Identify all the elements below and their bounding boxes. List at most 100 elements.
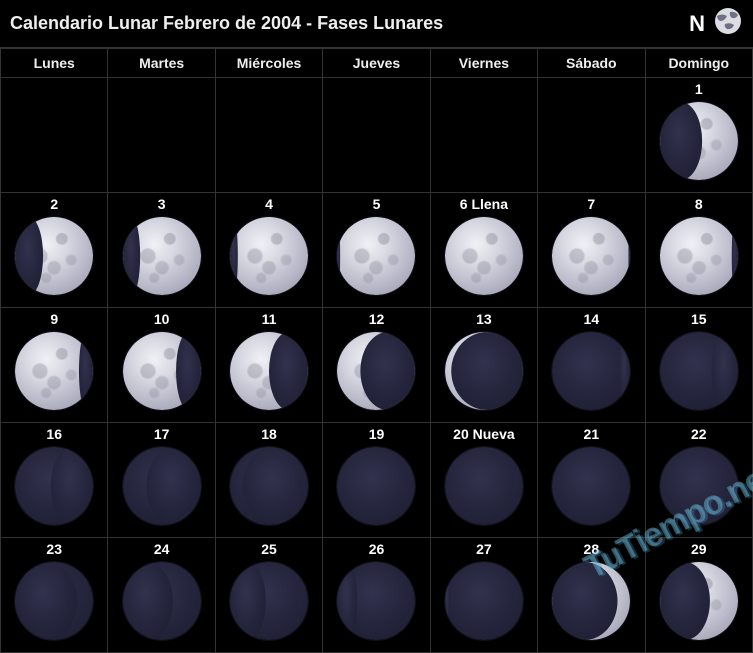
calendar-cell: 12 — [323, 308, 430, 423]
moon-phase-icon — [646, 102, 752, 180]
calendar-cell: 16 — [1, 423, 108, 538]
calendar-cell — [323, 78, 430, 193]
day-label: 4 — [216, 196, 322, 212]
day-label: 11 — [216, 311, 322, 327]
weekday-header: Miércoles — [215, 49, 322, 78]
calendar-cell — [430, 78, 537, 193]
moon-phase-icon — [216, 217, 322, 295]
day-label: 2 — [1, 196, 107, 212]
day-label: 16 — [1, 426, 107, 442]
day-label: 22 — [646, 426, 752, 442]
calendar-cell: 13 — [430, 308, 537, 423]
day-label: 12 — [323, 311, 429, 327]
day-label: 20 Nueva — [431, 426, 537, 442]
day-label: 27 — [431, 541, 537, 557]
calendar-cell: 9 — [1, 308, 108, 423]
calendar-cell: 6 Llena — [430, 193, 537, 308]
day-label: 5 — [323, 196, 429, 212]
calendar-cell: 21 — [538, 423, 645, 538]
calendar-cell — [108, 78, 215, 193]
moon-phase-icon — [323, 217, 429, 295]
calendar-cell: 27 — [430, 538, 537, 653]
moon-phase-icon — [216, 447, 322, 525]
day-label: 3 — [108, 196, 214, 212]
calendar-cell: 5 — [323, 193, 430, 308]
header: Calendario Lunar Febrero de 2004 - Fases… — [0, 0, 753, 48]
calendar-row: 1617181920 Nueva2122 — [1, 423, 753, 538]
header-right: N — [689, 6, 743, 41]
calendar-cell: 2 — [1, 193, 108, 308]
weekday-header: Domingo — [645, 49, 752, 78]
calendar-cell — [1, 78, 108, 193]
moon-phase-icon — [538, 332, 644, 410]
moon-phase-icon — [1, 332, 107, 410]
calendar-cell: 17 — [108, 423, 215, 538]
day-label: 25 — [216, 541, 322, 557]
day-label: 6 Llena — [431, 196, 537, 212]
day-label: 10 — [108, 311, 214, 327]
calendar-cell: 19 — [323, 423, 430, 538]
weekday-header: Sábado — [538, 49, 645, 78]
calendar-cell: 26 — [323, 538, 430, 653]
day-label: 18 — [216, 426, 322, 442]
moon-phase-icon — [431, 447, 537, 525]
moon-phase-icon — [646, 217, 752, 295]
moon-phase-icon — [323, 447, 429, 525]
day-label: 26 — [323, 541, 429, 557]
moon-phase-icon — [646, 332, 752, 410]
moon-phase-icon — [108, 562, 214, 640]
hemisphere-letter: N — [689, 11, 705, 37]
calendar-cell: 25 — [215, 538, 322, 653]
weekday-header: Martes — [108, 49, 215, 78]
calendar-cell: 14 — [538, 308, 645, 423]
moon-phase-icon — [108, 217, 214, 295]
day-label: 15 — [646, 311, 752, 327]
weekday-header: Lunes — [1, 49, 108, 78]
calendar-row: 23456 Llena78 — [1, 193, 753, 308]
calendar-cell: 23 — [1, 538, 108, 653]
calendar-row: 9101112131415 — [1, 308, 753, 423]
moon-phase-icon — [323, 332, 429, 410]
calendar-cell — [215, 78, 322, 193]
moon-phase-icon — [1, 217, 107, 295]
moon-phase-icon — [431, 562, 537, 640]
calendar-cell: 15 — [645, 308, 752, 423]
day-label: 1 — [646, 81, 752, 97]
calendar-cell: 8 — [645, 193, 752, 308]
calendar-cell: 20 Nueva — [430, 423, 537, 538]
day-label: 29 — [646, 541, 752, 557]
day-label: 21 — [538, 426, 644, 442]
moon-phase-icon — [538, 562, 644, 640]
moon-phase-icon — [431, 332, 537, 410]
calendar-cell: 4 — [215, 193, 322, 308]
moon-phase-icon — [538, 217, 644, 295]
moon-phase-icon — [646, 562, 752, 640]
calendar-row: 1 — [1, 78, 753, 193]
moon-phase-icon — [1, 447, 107, 525]
weekday-row: Lunes Martes Miércoles Jueves Viernes Sá… — [1, 49, 753, 78]
calendar-cell: 7 — [538, 193, 645, 308]
day-label: 24 — [108, 541, 214, 557]
moon-phase-icon — [646, 447, 752, 525]
day-label: 19 — [323, 426, 429, 442]
calendar-cell: 24 — [108, 538, 215, 653]
day-label: 7 — [538, 196, 644, 212]
calendar-grid: Lunes Martes Miércoles Jueves Viernes Sá… — [0, 48, 753, 653]
moon-phase-icon — [216, 332, 322, 410]
calendar-cell: 28 — [538, 538, 645, 653]
moon-phase-icon — [108, 447, 214, 525]
moon-phase-icon — [431, 217, 537, 295]
calendar-cell: 29 — [645, 538, 752, 653]
weekday-header: Viernes — [430, 49, 537, 78]
moon-phase-icon — [1, 562, 107, 640]
moon-phase-icon — [216, 562, 322, 640]
calendar-cell — [538, 78, 645, 193]
page-title: Calendario Lunar Febrero de 2004 - Fases… — [10, 13, 443, 34]
moon-phase-icon — [108, 332, 214, 410]
calendar-cell: 3 — [108, 193, 215, 308]
day-label: 23 — [1, 541, 107, 557]
globe-icon — [713, 6, 743, 41]
day-label: 8 — [646, 196, 752, 212]
day-label: 28 — [538, 541, 644, 557]
day-label: 14 — [538, 311, 644, 327]
